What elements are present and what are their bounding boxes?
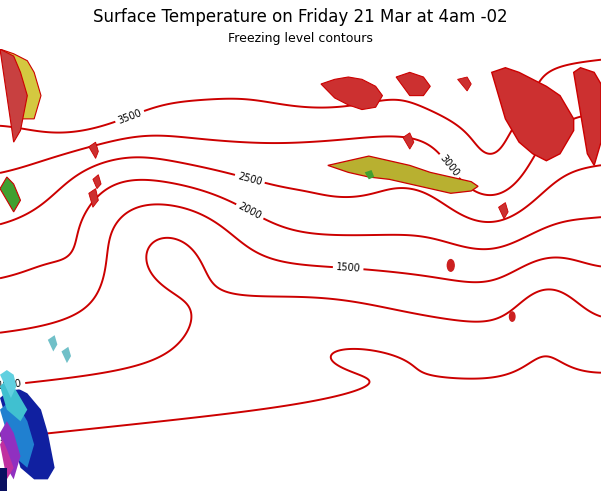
Polygon shape [0,386,55,479]
Polygon shape [365,170,374,179]
Polygon shape [0,398,34,468]
Polygon shape [574,68,601,165]
Polygon shape [403,133,414,149]
Text: 3500: 3500 [117,108,143,125]
Polygon shape [89,189,99,207]
Text: 2500: 2500 [237,171,263,187]
Circle shape [447,260,454,271]
Polygon shape [0,49,27,142]
Polygon shape [89,142,99,159]
Circle shape [510,312,515,321]
Text: Surface Temperature on Friday 21 Mar at 4am -02: Surface Temperature on Friday 21 Mar at … [93,8,508,26]
Polygon shape [0,440,14,479]
Text: 1500: 1500 [335,262,361,274]
Text: 1000: 1000 [0,379,23,391]
Polygon shape [321,77,382,109]
Text: 2000: 2000 [237,201,263,221]
Polygon shape [396,72,430,96]
Polygon shape [0,370,16,398]
Text: 3000: 3000 [438,153,461,179]
Polygon shape [492,68,574,161]
Text: 500: 500 [0,432,18,443]
Text: Freezing level contours: Freezing level contours [228,32,373,45]
Polygon shape [0,49,41,119]
Polygon shape [93,175,101,189]
Polygon shape [0,177,20,212]
Polygon shape [457,77,471,91]
Polygon shape [61,347,71,363]
Polygon shape [0,380,27,421]
Polygon shape [48,335,57,352]
Polygon shape [0,421,20,479]
Polygon shape [0,468,7,491]
Polygon shape [328,156,478,193]
Polygon shape [499,203,508,219]
